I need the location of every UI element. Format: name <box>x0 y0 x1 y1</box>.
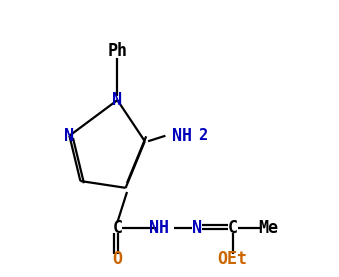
Text: N: N <box>64 127 74 145</box>
Text: Ph: Ph <box>107 42 127 60</box>
Text: OEt: OEt <box>218 250 247 268</box>
Text: NH: NH <box>148 219 168 237</box>
Text: C: C <box>113 219 122 237</box>
Text: N: N <box>113 91 122 109</box>
Text: Me: Me <box>258 219 278 237</box>
Text: N: N <box>192 219 202 237</box>
Text: 2: 2 <box>198 128 207 143</box>
Text: O: O <box>113 250 122 268</box>
Text: C: C <box>227 219 238 237</box>
Text: NH: NH <box>172 127 192 145</box>
